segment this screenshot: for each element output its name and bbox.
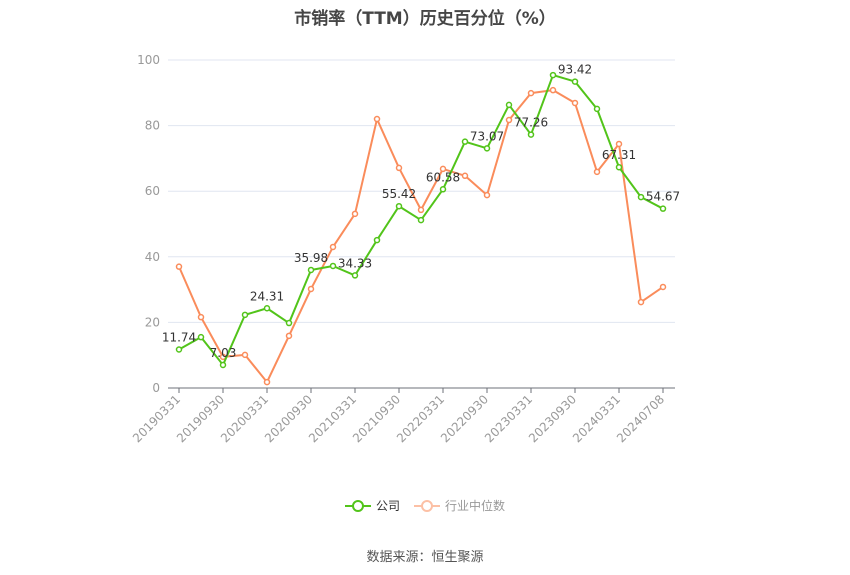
- industry-line-marker-icon: [414, 499, 440, 512]
- data-point[interactable]: [263, 305, 271, 312]
- data-point[interactable]: [307, 266, 315, 274]
- y-tick-label: 20: [145, 315, 160, 329]
- data-point[interactable]: [219, 361, 227, 369]
- chart-title: 市销率（TTM）历史百分位（%）: [294, 9, 556, 29]
- data-point[interactable]: [175, 346, 183, 353]
- data-point[interactable]: [285, 319, 293, 327]
- data-label: 93.42: [558, 63, 592, 77]
- data-label: 11.74: [162, 330, 196, 344]
- data-labels: 11.74 7.03 24.31 35.98 34.33 55.42 60.58 73.07 7…: [162, 63, 680, 360]
- y-tick-label: 60: [145, 184, 160, 198]
- y-tick-label: 0: [152, 381, 160, 395]
- data-point[interactable]: [571, 99, 579, 107]
- company-line-marker-icon: [344, 499, 371, 512]
- data-label: 67.31: [602, 148, 636, 162]
- data-point[interactable]: [417, 216, 425, 224]
- data-point[interactable]: [549, 71, 557, 79]
- industry-median-series: [175, 86, 667, 386]
- data-point[interactable]: [329, 262, 337, 270]
- data-point[interactable]: [417, 206, 425, 214]
- data-point[interactable]: [263, 378, 271, 386]
- data-label: 7.03: [210, 346, 237, 360]
- data-point[interactable]: [197, 333, 205, 341]
- data-point[interactable]: [351, 272, 359, 279]
- grid-lines: [168, 59, 675, 323]
- data-point[interactable]: [527, 89, 535, 97]
- legend: 公司 行业中位数: [0, 497, 850, 514]
- legend-label-company: 公司: [375, 499, 400, 513]
- data-point[interactable]: [329, 243, 337, 251]
- data-point[interactable]: [549, 86, 557, 94]
- data-point[interactable]: [659, 205, 667, 212]
- legend-label-industry-median: 行业中位数: [445, 499, 506, 513]
- y-tick-label: 40: [145, 250, 160, 264]
- data-point[interactable]: [483, 145, 491, 152]
- data-point[interactable]: [285, 332, 293, 340]
- data-label: 55.42: [382, 187, 416, 201]
- legend-item-industry-median[interactable]: 行业中位数: [414, 497, 505, 514]
- data-point[interactable]: [571, 78, 579, 85]
- data-point[interactable]: [439, 186, 447, 193]
- data-point[interactable]: [637, 193, 645, 201]
- data-point[interactable]: [593, 105, 601, 113]
- data-point[interactable]: [395, 202, 403, 210]
- data-point[interactable]: [615, 140, 623, 148]
- data-point[interactable]: [175, 263, 183, 270]
- data-point[interactable]: [659, 283, 667, 291]
- data-label: 35.98: [294, 251, 328, 265]
- legend-item-company[interactable]: 公司: [344, 497, 400, 514]
- data-label: 34.33: [338, 256, 372, 270]
- data-point[interactable]: [527, 131, 535, 138]
- y-axis-labels: 0 20 40 60 80 100: [137, 53, 160, 395]
- data-point[interactable]: [505, 101, 513, 109]
- data-point[interactable]: [197, 313, 205, 321]
- data-point[interactable]: [373, 236, 381, 244]
- data-label: 54.67: [646, 190, 680, 204]
- data-label: 73.07: [470, 129, 504, 143]
- x-tick-label: 20240708: [614, 392, 667, 445]
- y-tick-label: 100: [137, 53, 160, 67]
- y-tick-label: 80: [145, 119, 160, 133]
- data-label: 24.31: [250, 289, 284, 303]
- data-point[interactable]: [351, 210, 359, 218]
- data-point[interactable]: [395, 164, 403, 172]
- data-point[interactable]: [615, 163, 623, 171]
- data-label: 77.26: [514, 116, 548, 130]
- company-series: [175, 71, 667, 369]
- data-point[interactable]: [461, 172, 469, 180]
- data-point[interactable]: [439, 165, 447, 173]
- data-point[interactable]: [241, 351, 249, 359]
- data-source-note: 数据来源：恒生聚源: [366, 550, 484, 565]
- x-axis: 2019033120190930202003312020093020210331…: [130, 387, 675, 445]
- data-point[interactable]: [307, 285, 315, 293]
- data-point[interactable]: [505, 116, 513, 124]
- data-point[interactable]: [241, 311, 249, 319]
- data-point[interactable]: [461, 138, 469, 145]
- data-point[interactable]: [483, 191, 491, 199]
- data-point[interactable]: [373, 115, 381, 123]
- data-point[interactable]: [637, 298, 645, 306]
- data-point[interactable]: [593, 168, 601, 176]
- data-label: 60.58: [426, 170, 460, 184]
